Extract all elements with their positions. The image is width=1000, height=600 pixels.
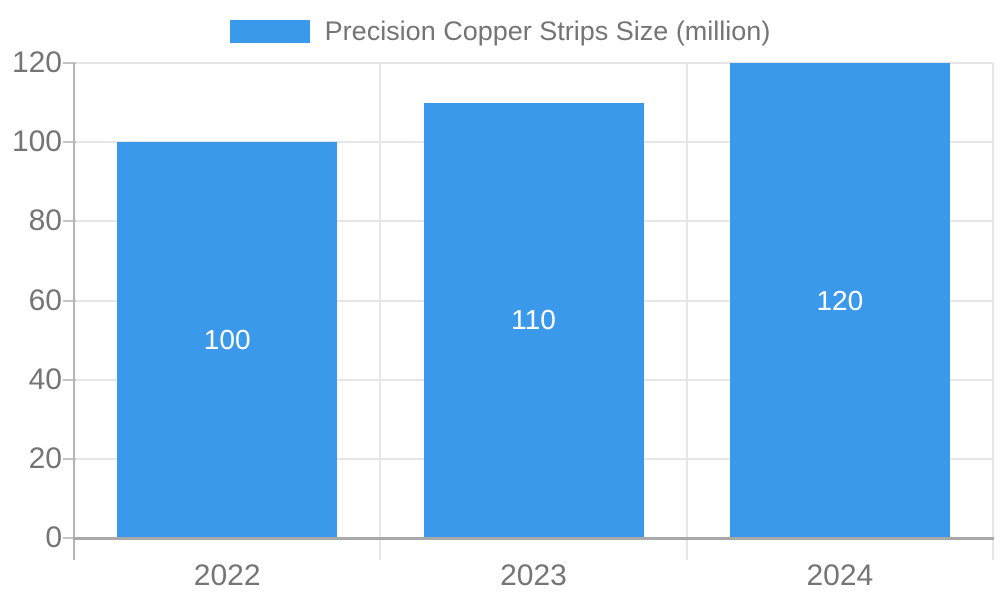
- y-tick-label: 100: [11, 125, 62, 159]
- x-axis-line: [73, 536, 994, 540]
- x-tick-label: 2024: [806, 559, 874, 592]
- gridline-vertical: [992, 63, 994, 560]
- bar-value-label: 120: [816, 284, 864, 316]
- x-tick-label: 2023: [500, 559, 567, 592]
- x-tick-label: 2022: [193, 559, 261, 592]
- legend-swatch: [229, 20, 310, 43]
- gridline-horizontal: [74, 62, 993, 64]
- y-tick-label: 20: [28, 441, 62, 475]
- y-axis-tick: [63, 537, 76, 539]
- bar: [729, 63, 950, 538]
- y-axis-tick: [63, 62, 76, 64]
- bar-value-label: 100: [203, 324, 251, 356]
- y-tick-label: 80: [28, 204, 62, 238]
- y-axis-tick: [63, 299, 76, 302]
- y-axis-line: [73, 63, 75, 560]
- y-tick-label: 0: [45, 521, 62, 554]
- gridline-vertical: [379, 63, 382, 560]
- chart-legend[interactable]: Precision Copper Strips Size (million): [0, 16, 1000, 47]
- y-axis-tick: [63, 378, 76, 381]
- legend-label: Precision Copper Strips Size (million): [324, 16, 771, 46]
- bar-value-label: 110: [511, 304, 556, 336]
- y-tick-label: 40: [28, 362, 62, 396]
- bar: [117, 142, 338, 538]
- bar: [423, 102, 644, 538]
- y-axis-tick: [63, 141, 76, 144]
- y-axis-tick: [63, 220, 76, 223]
- y-axis-tick: [63, 457, 76, 460]
- y-tick-label: 60: [28, 283, 62, 317]
- y-tick-label: 120: [11, 46, 62, 79]
- gridline-vertical: [685, 63, 688, 560]
